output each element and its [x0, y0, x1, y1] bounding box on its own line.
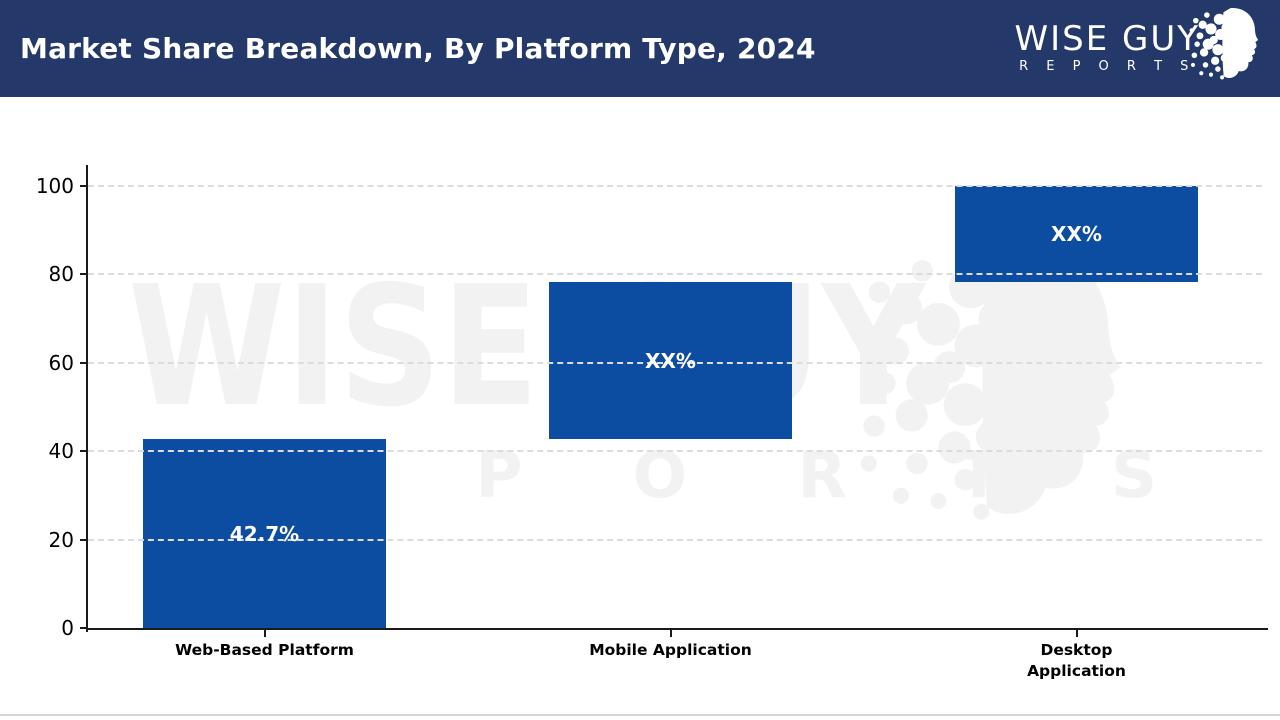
y-gridline — [88, 450, 1262, 453]
wiseguy-head-icon — [1189, 7, 1259, 79]
bar — [549, 282, 792, 440]
y-tick-mark — [80, 538, 88, 541]
header-bar: Market Share Breakdown, By Platform Type… — [0, 0, 1280, 97]
y-axis-spine — [86, 165, 88, 632]
y-tick-mark — [80, 627, 88, 629]
bar-value-label: 42.7% — [229, 521, 300, 546]
y-tick-mark — [80, 450, 88, 453]
bar-value-label: XX% — [645, 348, 696, 373]
y-gridline — [88, 361, 1262, 364]
y-gridline — [88, 273, 1262, 276]
x-tick-mark — [669, 630, 672, 637]
y-tick-label: 20 — [48, 527, 74, 552]
wiseguy-head-watermark-icon — [855, 243, 1121, 520]
bar — [955, 186, 1198, 283]
bottom-divider — [0, 714, 1280, 716]
watermark-wordmark: WISE GUY — [128, 251, 926, 444]
y-tick-label: 60 — [48, 350, 74, 375]
x-axis-spine — [86, 628, 1268, 630]
x-category-label: Web-Based Platform — [175, 641, 354, 659]
x-tick-mark — [1075, 630, 1078, 637]
y-tick-mark — [80, 185, 88, 187]
wiseguy-reports-logo: WISE GUY R E P O R T S — [1014, 0, 1272, 97]
y-tick-label: 80 — [48, 262, 74, 287]
bar — [143, 439, 386, 628]
logo-wordmark: WISE GUY — [1014, 18, 1200, 59]
page-title: Market Share Breakdown, By Platform Type… — [20, 32, 816, 65]
x-tick-mark — [263, 630, 266, 637]
y-tick-label: 0 — [61, 616, 74, 640]
y-gridline — [88, 538, 1262, 541]
logo-subtitle: R E P O R T S — [1019, 58, 1196, 74]
logo-text-block: WISE GUY R E P O R T S — [1014, 22, 1200, 76]
x-category-label: Desktop Application — [1027, 641, 1126, 680]
y-tick-mark — [80, 361, 88, 364]
x-category-label: Mobile Application — [589, 641, 752, 659]
y-gridline — [88, 185, 1262, 187]
bar-value-label: XX% — [1051, 222, 1102, 247]
y-tick-label: 40 — [48, 439, 74, 464]
y-tick-label: 100 — [35, 174, 74, 198]
y-tick-mark — [80, 273, 88, 276]
